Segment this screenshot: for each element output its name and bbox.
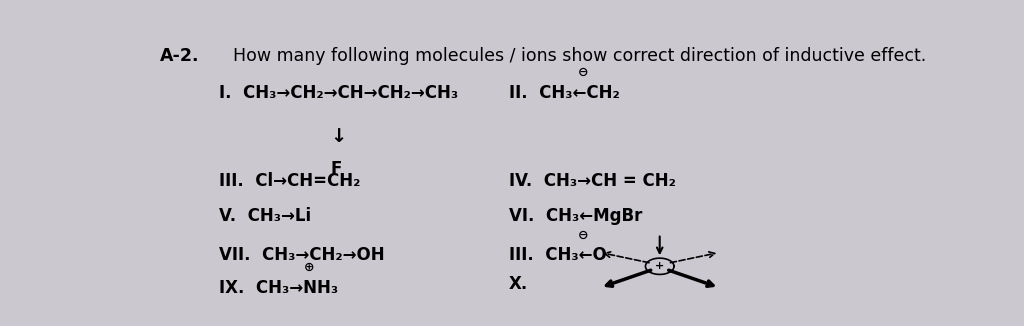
Text: VII.  CH₃→CH₂→OH: VII. CH₃→CH₂→OH (219, 246, 385, 264)
Text: ⊖: ⊖ (578, 229, 589, 242)
Text: X.: X. (509, 275, 528, 293)
Text: How many following molecules / ions show correct direction of inductive effect.: How many following molecules / ions show… (211, 47, 927, 65)
Text: III.  Cl→CH=CH₂: III. Cl→CH=CH₂ (219, 172, 360, 190)
Text: ⊕: ⊕ (304, 261, 314, 274)
Text: III.  CH₃←O: III. CH₃←O (509, 246, 606, 264)
Text: II.  CH₃←CH₂: II. CH₃←CH₂ (509, 84, 620, 102)
Text: ⊖: ⊖ (578, 66, 589, 79)
Text: VI.  CH₃←MgBr: VI. CH₃←MgBr (509, 207, 642, 225)
Text: IV.  CH₃→CH = CH₂: IV. CH₃→CH = CH₂ (509, 172, 676, 190)
Text: F: F (331, 160, 342, 178)
Text: V.  CH₃→Li: V. CH₃→Li (219, 207, 311, 225)
Text: I.  CH₃→CH₂→CH→CH₂→CH₃: I. CH₃→CH₂→CH→CH₂→CH₃ (219, 84, 459, 102)
Text: +: + (655, 261, 665, 271)
Text: A-2.: A-2. (160, 47, 200, 65)
Text: IX.  CH₃→NH₃: IX. CH₃→NH₃ (219, 279, 338, 297)
Text: ↓: ↓ (331, 127, 347, 146)
